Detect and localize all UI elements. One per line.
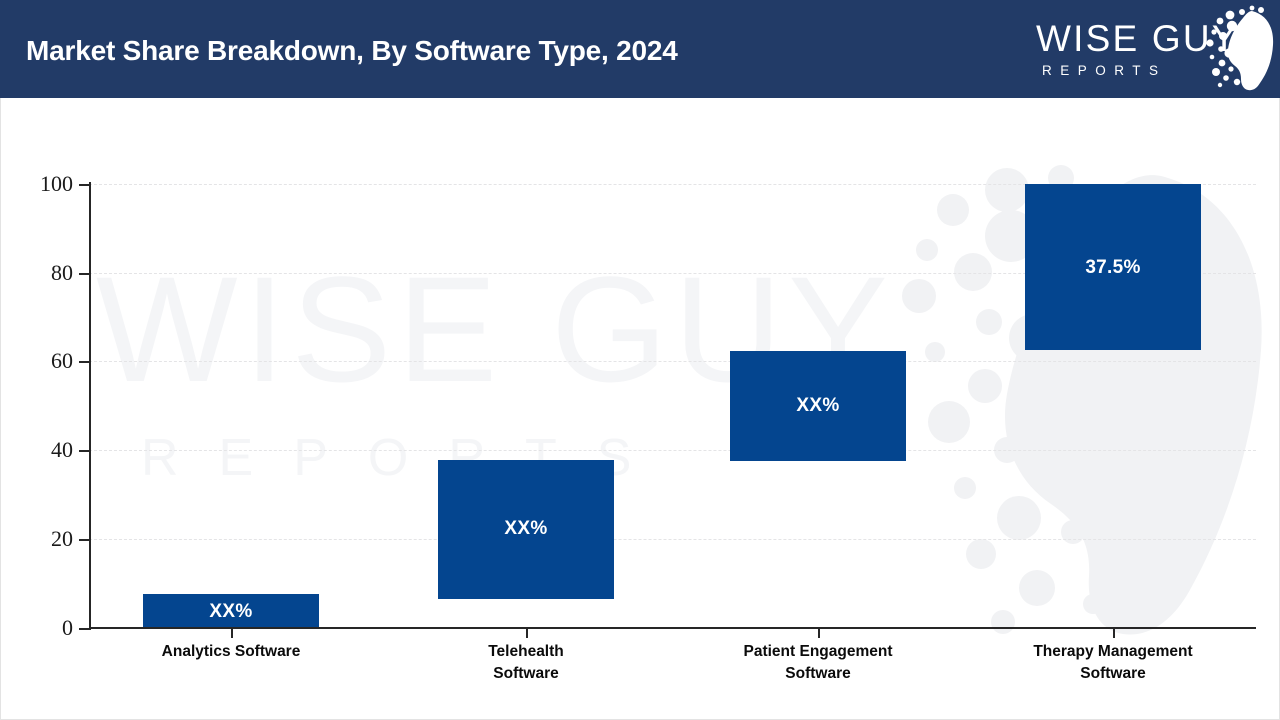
x-axis-label-line: Therapy Management <box>1033 643 1193 660</box>
y-tick-40 <box>79 450 90 452</box>
plot-region: 100 80 60 40 20 0 XX% XX% XX% 37.5% <box>1 98 1279 719</box>
bar-label-analytics-software: XX% <box>209 601 253 622</box>
gridline-40 <box>89 450 1256 451</box>
bar-patient-engagement-software[interactable] <box>730 351 906 461</box>
bar-therapy-management-software[interactable] <box>1025 184 1201 350</box>
y-axis-label-20: 20 <box>51 526 73 551</box>
svg-text:REPORTS: REPORTS <box>1042 63 1167 78</box>
y-tick-20 <box>79 539 90 541</box>
bar-label-therapy-management-software: 37.5% <box>1085 257 1141 278</box>
bar-label-telehealth-software: XX% <box>504 518 548 539</box>
y-axis-label-60: 60 <box>51 348 73 373</box>
y-axis-label-100: 100 <box>40 171 73 196</box>
chart-area: WISE GUY REPORTS <box>0 98 1280 720</box>
y-axis-label-40: 40 <box>51 437 73 462</box>
gridline-60 <box>89 361 1256 362</box>
x-axis-label-telehealth-software: Telehealth Software <box>411 641 641 685</box>
gridline-100 <box>89 184 1256 185</box>
y-tick-80 <box>79 273 90 275</box>
y-tick-60 <box>79 361 90 363</box>
gridline-20 <box>89 539 1256 540</box>
x-axis-label-analytics-software: Analytics Software <box>116 641 346 663</box>
x-tick-1 <box>526 629 528 638</box>
page-header: Market Share Breakdown, By Software Type… <box>0 0 1280 98</box>
x-axis-label-therapy-management-software: Therapy Management Software <box>998 641 1228 685</box>
y-tick-0 <box>79 628 90 630</box>
x-axis-spine <box>89 627 1256 630</box>
gridline-80 <box>89 273 1256 274</box>
wise-guy-reports-logo: WISE GUY REPORTS <box>1024 5 1274 93</box>
x-axis-label-line: Software <box>1080 665 1146 682</box>
bar-label-patient-engagement-software: XX% <box>796 395 840 416</box>
x-axis-label-patient-engagement-software: Patient Engagement Software <box>703 641 933 685</box>
bar-telehealth-software[interactable] <box>438 460 614 599</box>
x-axis-label-line: Patient Engagement <box>743 643 893 660</box>
x-axis-label-line: Software <box>785 665 851 682</box>
x-tick-2 <box>818 629 820 638</box>
x-axis-label-line: Telehealth <box>488 643 564 660</box>
svg-text:WISE GUY: WISE GUY <box>1036 18 1239 59</box>
bar-analytics-software[interactable] <box>143 594 319 627</box>
y-axis-spine <box>89 182 92 630</box>
x-tick-3 <box>1113 629 1115 638</box>
x-axis-label-line: Software <box>493 665 559 682</box>
y-axis-label-80: 80 <box>51 260 73 285</box>
page-title: Market Share Breakdown, By Software Type… <box>26 35 678 66</box>
y-tick-100 <box>79 184 90 186</box>
y-axis-label-0: 0 <box>62 615 73 640</box>
x-tick-0 <box>231 629 233 638</box>
x-axis-label-line: Analytics Software <box>161 643 301 660</box>
